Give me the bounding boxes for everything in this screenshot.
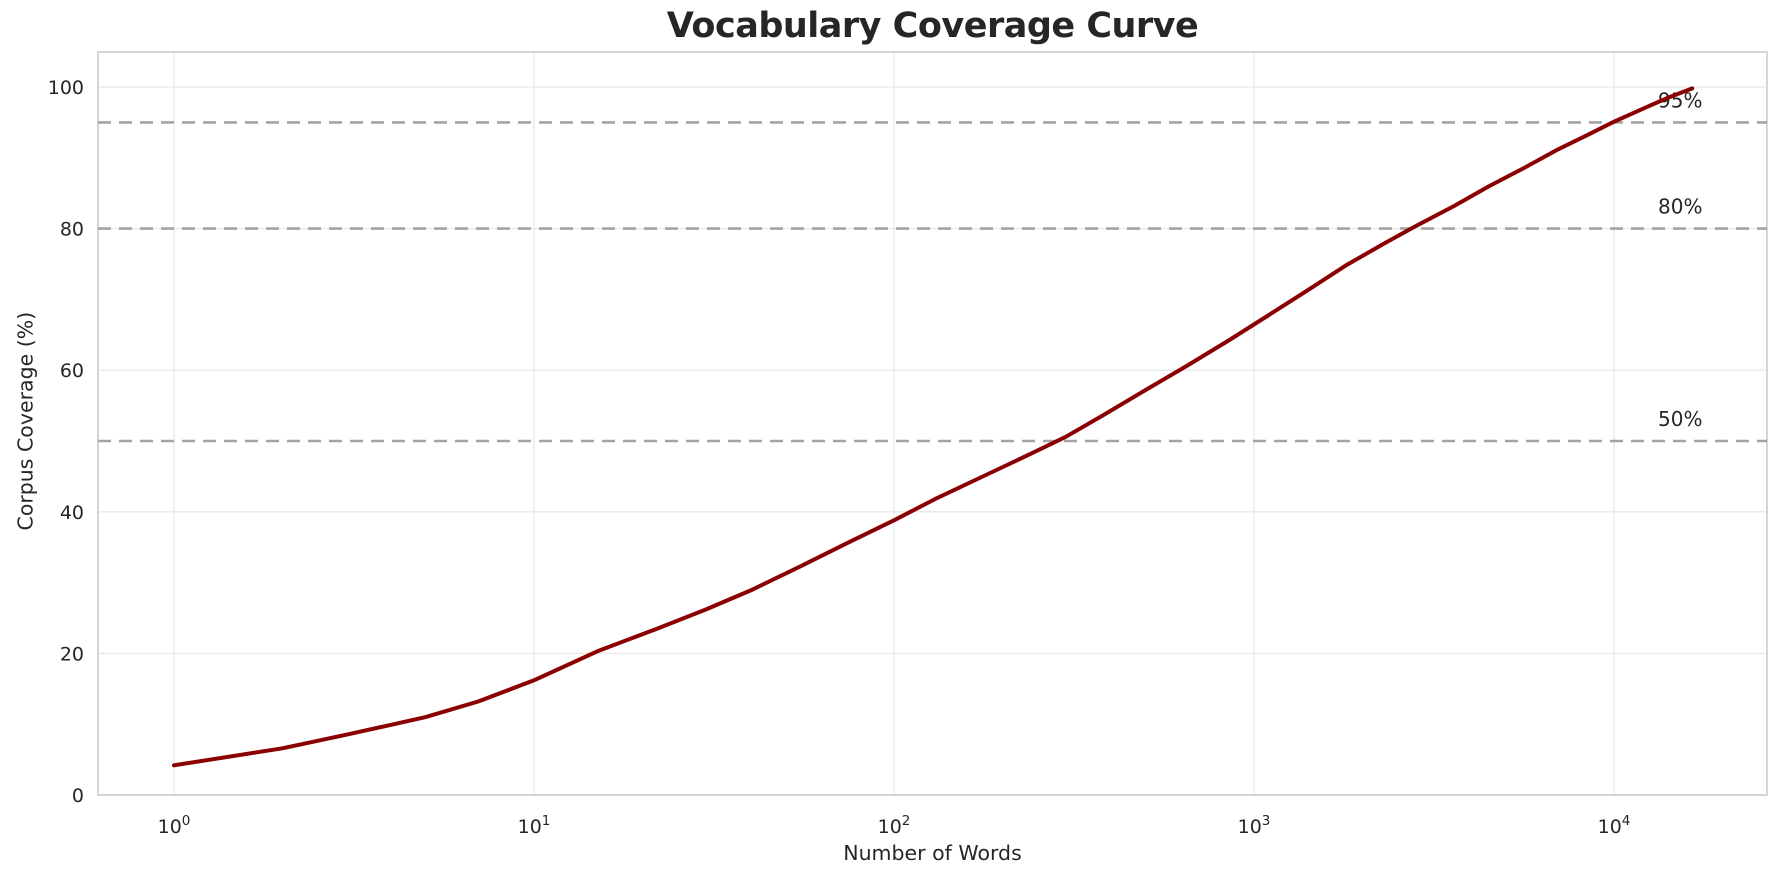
plot-border [97, 51, 1768, 796]
y-tick-label-80: 80 [60, 219, 84, 241]
coverage-curve [172, 86, 1695, 768]
y-tick-label-100: 100 [48, 77, 84, 99]
y-tick-label-20: 20 [60, 643, 84, 665]
x-axis-label: Number of Words [843, 841, 1022, 865]
x-tick-label-10e3: 103 [1238, 813, 1271, 838]
x-tick-exponent-0: 0 [182, 813, 191, 829]
y-tick-label-40: 40 [60, 502, 84, 524]
ref-line-label-80: 80% [1658, 195, 1702, 219]
x-tick-label-10e2: 102 [878, 813, 911, 838]
x-tick-label-10e0: 100 [158, 813, 191, 838]
x-tick-label-10e4: 104 [1598, 813, 1631, 838]
y-tick-label-0: 0 [72, 785, 84, 807]
x-tick-exponent-1: 1 [542, 813, 551, 829]
ref-line-label-50: 50% [1658, 407, 1702, 431]
x-tick-label-10e1: 101 [518, 813, 551, 838]
x-tick-exponent-2: 2 [902, 813, 911, 829]
chart-title: Vocabulary Coverage Curve [666, 6, 1199, 46]
x-tick-exponent-3: 3 [1262, 813, 1271, 829]
y-axis-label: Corpus Coverage (%) [13, 311, 38, 531]
x-tick-exponent-4: 4 [1622, 813, 1631, 829]
y-tick-label-60: 60 [60, 360, 84, 382]
